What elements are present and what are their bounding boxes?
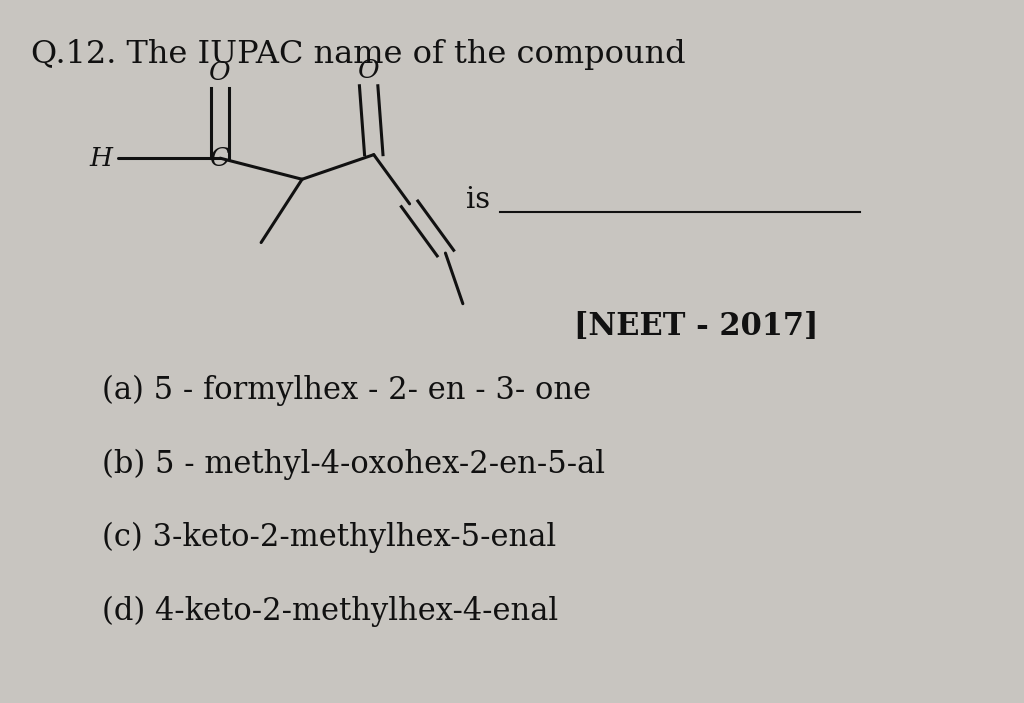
Text: (d) 4-keto-2-methylhex-4-enal: (d) 4-keto-2-methylhex-4-enal	[102, 596, 558, 627]
Text: (b) 5 - methyl-4-oxohex-2-en-5-al: (b) 5 - methyl-4-oxohex-2-en-5-al	[102, 449, 605, 479]
Text: [NEET - 2017]: [NEET - 2017]	[574, 311, 818, 342]
Text: (c) 3-keto-2-methylhex-5-enal: (c) 3-keto-2-methylhex-5-enal	[102, 522, 556, 553]
Text: H: H	[90, 146, 113, 171]
Text: C: C	[210, 146, 230, 171]
Text: O: O	[357, 58, 380, 83]
Text: is: is	[466, 186, 490, 214]
Text: O: O	[209, 60, 231, 85]
Text: (a) 5 - formylhex - 2- en - 3- one: (a) 5 - formylhex - 2- en - 3- one	[102, 375, 592, 406]
Text: Q.12. The IUPAC name of the compound: Q.12. The IUPAC name of the compound	[31, 39, 685, 70]
